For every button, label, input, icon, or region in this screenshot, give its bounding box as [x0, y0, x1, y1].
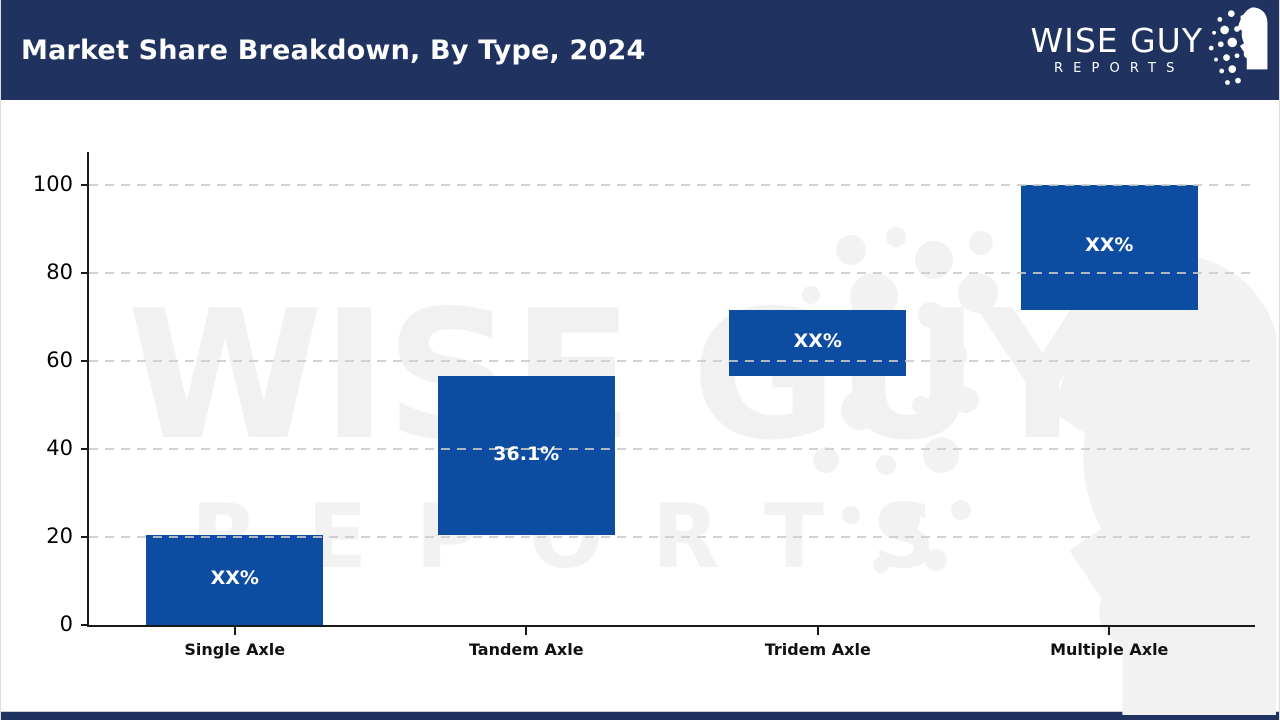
bar-value-label: 36.1% — [493, 442, 560, 465]
x-tick — [233, 627, 236, 635]
gridline — [89, 360, 1255, 362]
x-category-label: Single Axle — [184, 640, 286, 659]
y-tick — [81, 360, 88, 362]
gridline — [89, 448, 1255, 450]
y-tick — [81, 184, 88, 186]
y-tick-label: 40 — [46, 436, 73, 460]
x-category-label: Multiple Axle — [1050, 640, 1169, 659]
y-tick — [81, 624, 88, 626]
y-tick-label: 60 — [46, 348, 73, 372]
gridline — [89, 184, 1255, 186]
gridline — [89, 272, 1255, 274]
bar-value-label: XX% — [210, 567, 259, 590]
y-tick-label: 80 — [46, 260, 73, 284]
bar-value-label: XX% — [1085, 234, 1134, 257]
x-axis-line — [87, 625, 1255, 627]
x-tick — [816, 627, 819, 635]
y-tick-label: 0 — [59, 612, 73, 636]
y-tick-label: 20 — [46, 524, 73, 548]
page-title: Market Share Breakdown, By Type, 2024 — [21, 34, 646, 66]
bar-value-label: XX% — [793, 330, 842, 353]
bar-segment — [437, 376, 615, 536]
footer-bar — [1, 711, 1279, 720]
brand-head-icon — [1208, 7, 1268, 85]
x-tick — [525, 627, 528, 635]
x-category-label: Tandem Axle — [468, 640, 584, 659]
brand-logo-text: WISE GUY REPORTS — [1030, 24, 1203, 76]
x-tick — [1108, 627, 1111, 635]
y-tick — [81, 272, 88, 274]
brand-name: WISE GUY — [1030, 21, 1203, 61]
x-category-label: Tridem Axle — [764, 640, 871, 659]
y-tick — [81, 536, 88, 538]
y-axis-line — [87, 152, 89, 627]
y-tick-label: 100 — [32, 172, 73, 196]
bar-segment — [146, 535, 324, 625]
brand-subtitle: REPORTS — [1053, 60, 1185, 76]
y-tick — [81, 448, 88, 450]
header-bar: Market Share Breakdown, By Type, 2024 WI… — [1, 0, 1279, 100]
gridline — [89, 536, 1255, 538]
brand-logo: WISE GUY REPORTS — [1030, 0, 1271, 100]
